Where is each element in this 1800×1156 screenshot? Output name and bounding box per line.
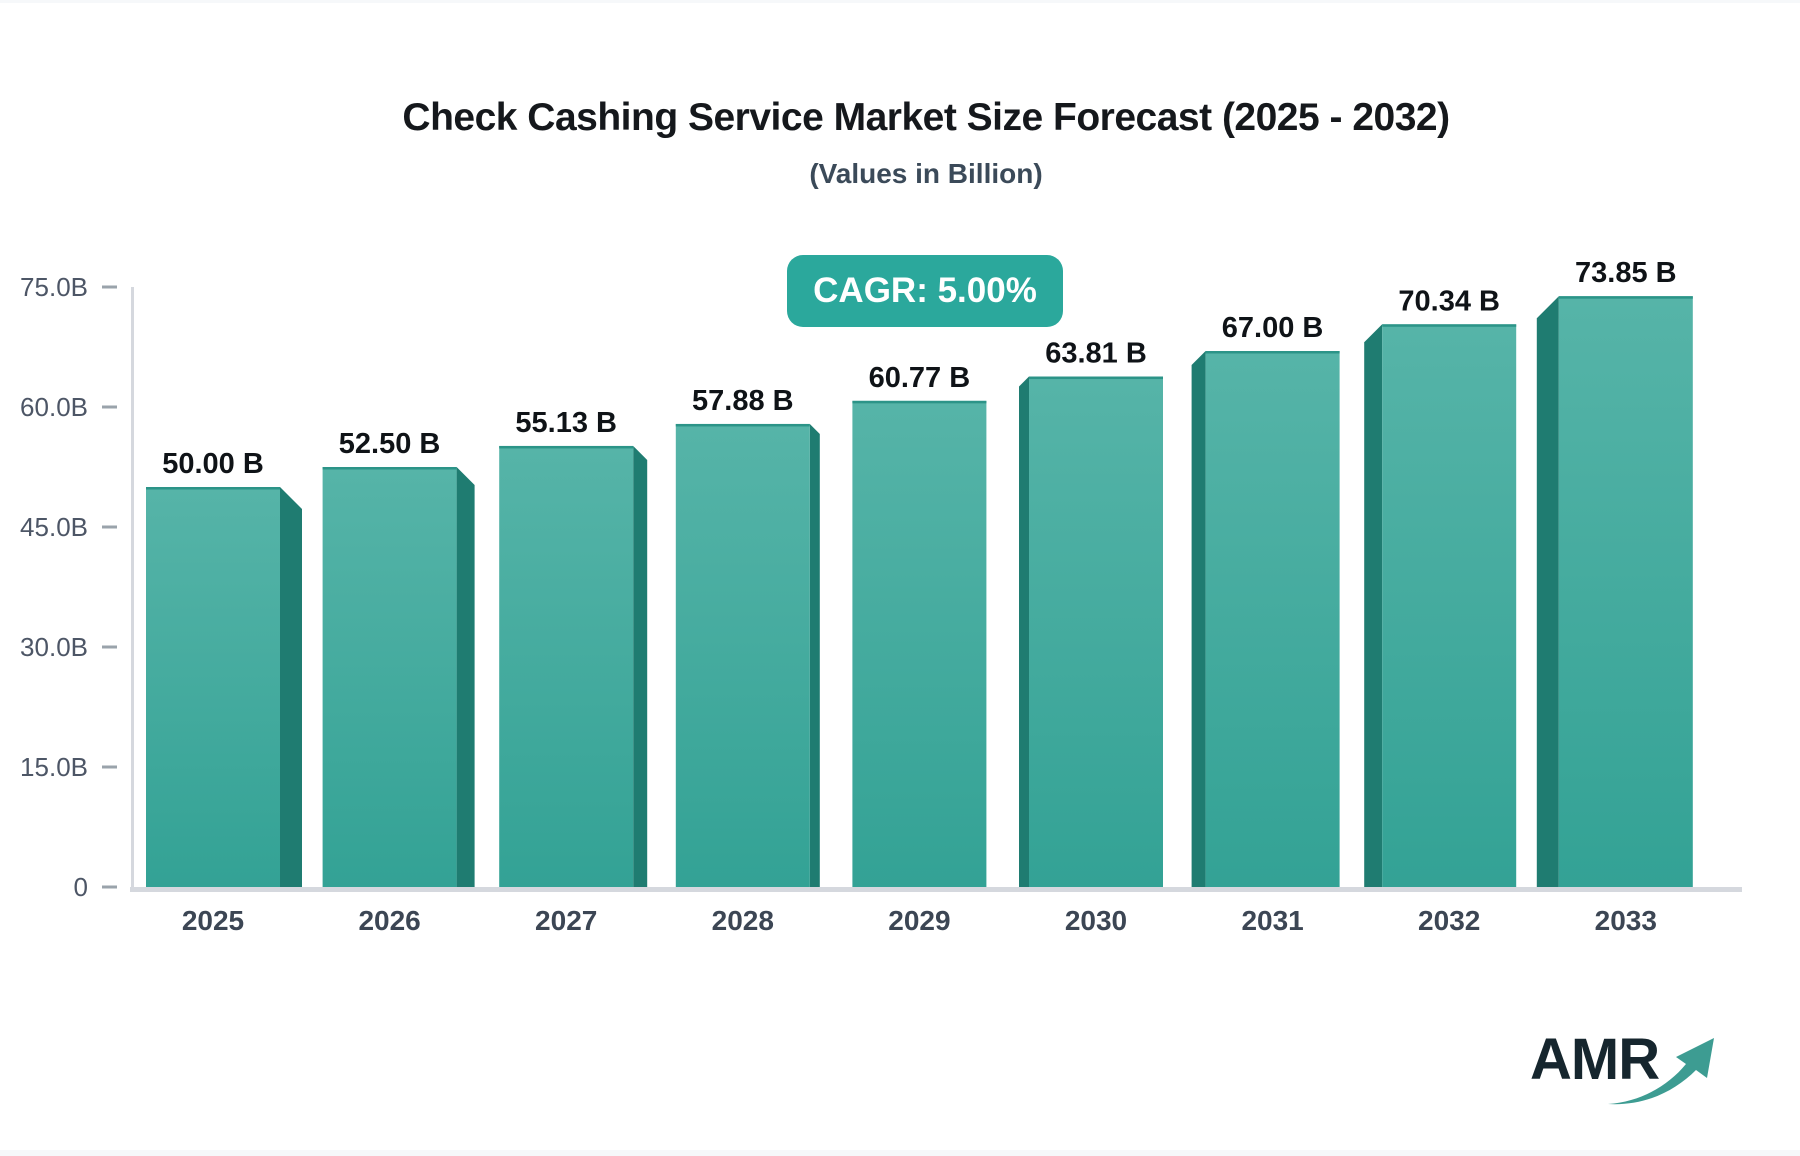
bar-value-label: 57.88 B — [692, 385, 794, 417]
bar-top-edge — [675, 423, 810, 427]
y-tick-mark — [102, 885, 117, 889]
cagr-badge: CAGR: 5.00% — [787, 255, 1063, 327]
bar-2029[interactable]: 60.77 B 2029 — [852, 362, 987, 936]
bar-side-face — [809, 423, 820, 887]
bar-top-edge — [1029, 376, 1163, 380]
amr-logo: AMR — [1530, 1026, 1720, 1116]
bar-side-face — [280, 487, 302, 887]
y-axis-label: 75.0B — [20, 272, 88, 302]
x-axis-baseline — [130, 887, 1742, 892]
x-axis-label: 2033 — [1595, 905, 1657, 936]
bar-top-edge — [1558, 296, 1693, 299]
amr-logo-text: AMR — [1530, 1027, 1660, 1092]
bar-2031[interactable]: 67.00 B 2031 — [1191, 312, 1340, 936]
growth-arrow-icon — [1608, 1038, 1714, 1105]
bar-front-face — [1029, 376, 1163, 887]
chart-header: Check Cashing Service Market Size Foreca… — [26, 96, 1800, 190]
y-axis-label: 15.0B — [20, 752, 88, 782]
y-axis-label: 30.0B — [20, 632, 88, 662]
x-axis-label: 2029 — [888, 905, 950, 936]
bar-side-face — [1019, 376, 1029, 887]
bar-2025[interactable]: 50.00 B 2025 — [146, 448, 302, 936]
bar-2027[interactable]: 55.13 B 2027 — [499, 407, 648, 936]
bar-top-edge — [322, 467, 457, 470]
y-axis-label: 0 — [74, 872, 88, 902]
bar-top-edge — [1205, 351, 1340, 354]
bar-front-face — [499, 445, 634, 887]
y-axis-label: 45.0B — [20, 512, 88, 542]
bar-2030[interactable]: 63.81 B 2030 — [1019, 338, 1163, 936]
bar-front-face — [1558, 296, 1693, 887]
bar-front-face — [852, 400, 987, 887]
bar-2032[interactable]: 70.34 B 2032 — [1364, 285, 1517, 936]
x-axis-label: 2030 — [1065, 905, 1127, 936]
bar-side-face — [1191, 351, 1206, 887]
x-axis-label: 2031 — [1241, 905, 1303, 936]
x-axis-label: 2025 — [182, 905, 244, 936]
bar-value-label: 73.85 B — [1575, 257, 1677, 289]
y-tick-mark — [102, 405, 117, 409]
bar-front-face — [1205, 351, 1340, 887]
bar-top-edge — [1382, 324, 1517, 327]
bar-front-face — [146, 487, 280, 887]
bar-value-label: 60.77 B — [869, 362, 971, 394]
bar-value-label: 67.00 B — [1222, 312, 1324, 344]
bar-side-face — [456, 467, 475, 887]
y-tick-mark — [102, 765, 117, 769]
y-tick-mark — [102, 525, 117, 529]
y-axis-line — [131, 287, 134, 890]
bar-value-label: 50.00 B — [162, 448, 264, 480]
bar-side-face — [1364, 324, 1383, 887]
bar-2033[interactable]: 73.85 B 2033 — [1536, 257, 1693, 936]
x-axis-label: 2027 — [535, 905, 597, 936]
bar-2026[interactable]: 52.50 B 2026 — [322, 428, 475, 936]
bar-side-face — [1536, 296, 1559, 887]
bar-value-label: 52.50 B — [339, 428, 441, 460]
bar-2028[interactable]: 57.88 B 2028 — [675, 385, 820, 936]
y-axis-label: 60.0B — [20, 392, 88, 422]
bar-top-edge — [852, 400, 987, 404]
chart-title: Check Cashing Service Market Size Foreca… — [402, 96, 1450, 139]
bar-front-face — [675, 423, 810, 887]
bar-front-face — [322, 467, 457, 887]
bar-value-label: 70.34 B — [1398, 285, 1500, 317]
bottom-edge-strip — [0, 1150, 1800, 1156]
cagr-badge-label: CAGR: 5.00% — [813, 271, 1037, 310]
y-tick-mark — [102, 285, 117, 289]
bar-value-label: 55.13 B — [515, 407, 617, 439]
y-tick-mark — [102, 645, 117, 649]
bar-side-face — [633, 445, 648, 887]
chart-subtitle: (Values in Billion) — [809, 158, 1043, 189]
bar-value-label: 63.81 B — [1045, 338, 1147, 370]
top-edge-strip — [0, 0, 1800, 3]
x-axis-label: 2032 — [1418, 905, 1480, 936]
bar-top-edge — [146, 487, 280, 490]
x-axis-label: 2028 — [712, 905, 774, 936]
bar-front-face — [1382, 324, 1517, 887]
x-axis-label: 2026 — [358, 905, 420, 936]
bar-top-edge — [499, 445, 634, 449]
